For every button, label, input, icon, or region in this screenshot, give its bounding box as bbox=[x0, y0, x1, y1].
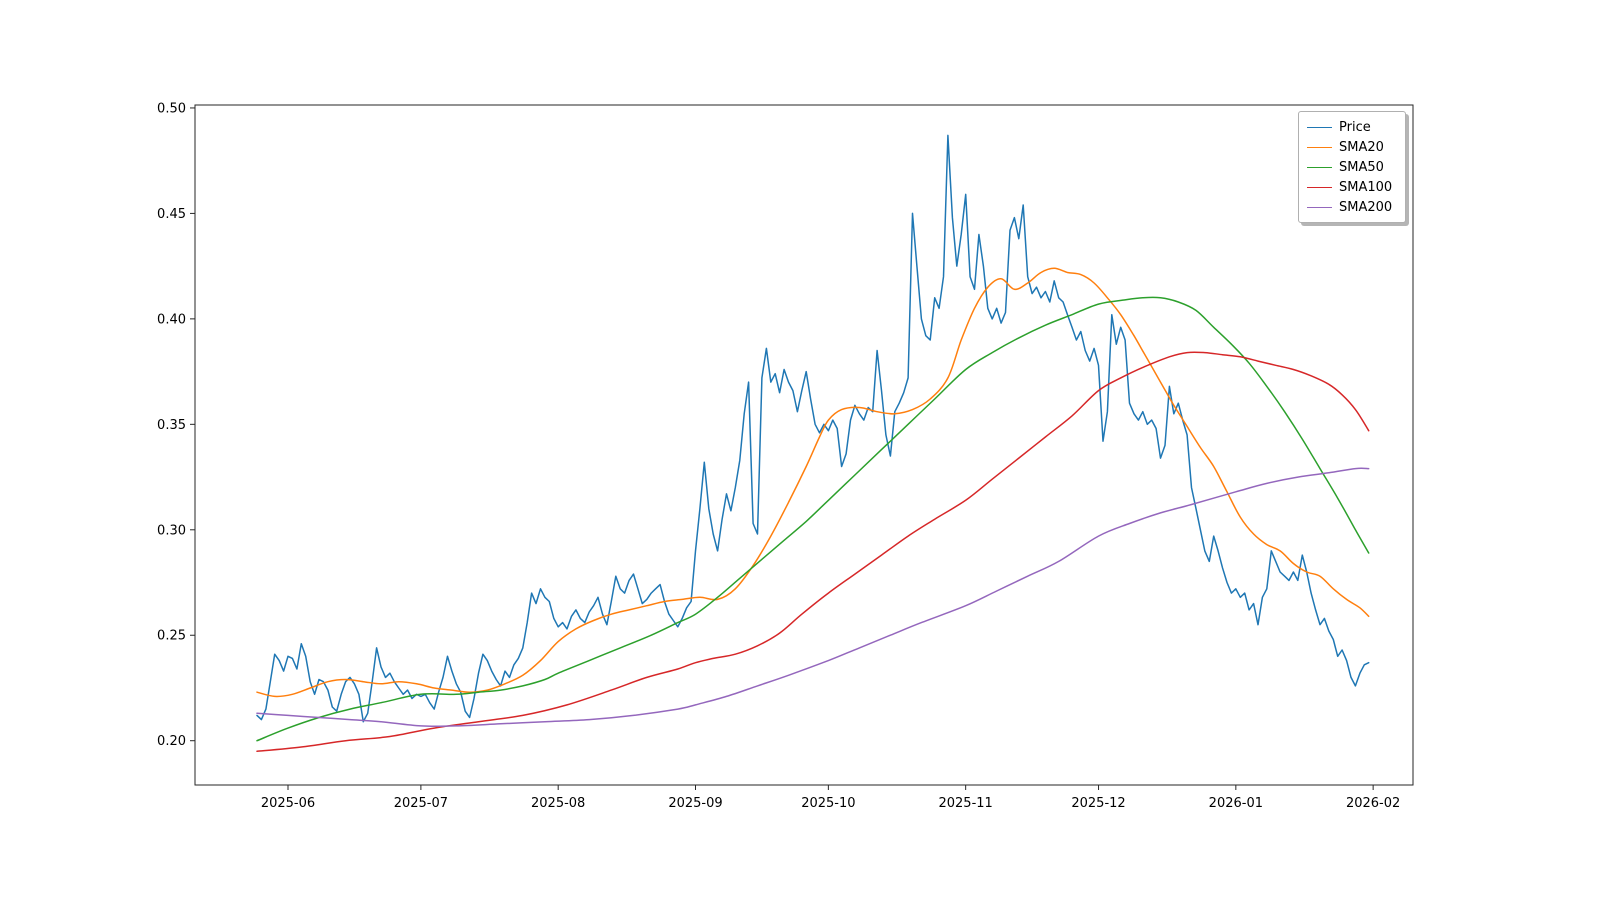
y-tick-label: 0.45 bbox=[157, 207, 186, 222]
legend-label-sma200: SMA200 bbox=[1339, 199, 1393, 215]
legend-label-price: Price bbox=[1339, 119, 1371, 135]
legend-item-sma200: SMA200 bbox=[1307, 197, 1397, 217]
x-tick-label: 2025-12 bbox=[1071, 796, 1125, 811]
y-tick-label: 0.25 bbox=[157, 629, 186, 644]
series-line-sma50 bbox=[256, 296, 1370, 742]
legend-item-sma100: SMA100 bbox=[1307, 177, 1397, 197]
x-tick-label: 2025-09 bbox=[668, 796, 722, 811]
legend-line-swatch-sma200 bbox=[1307, 206, 1332, 208]
series-line-sma20 bbox=[256, 267, 1370, 698]
legend-line-swatch-sma50 bbox=[1307, 166, 1332, 168]
x-tick-label: 2025-07 bbox=[394, 796, 448, 811]
series-line-sma200 bbox=[256, 467, 1370, 728]
chart-legend: Price SMA20 SMA50 SMA100 SMA200 bbox=[1298, 111, 1406, 223]
y-tick-label: 0.35 bbox=[157, 418, 186, 433]
x-tick-label: 2025-10 bbox=[801, 796, 855, 811]
y-tick-label: 0.40 bbox=[157, 312, 186, 327]
legend-item-sma50: SMA50 bbox=[1307, 157, 1397, 177]
legend-label-sma20: SMA20 bbox=[1339, 139, 1384, 155]
legend-label-sma100: SMA100 bbox=[1339, 179, 1393, 195]
y-tick-label: 0.20 bbox=[157, 734, 186, 749]
x-tick-label: 2025-08 bbox=[531, 796, 585, 811]
legend-item-price: Price bbox=[1307, 117, 1397, 137]
y-tick-label: 0.30 bbox=[157, 523, 186, 538]
y-tick-label: 0.50 bbox=[157, 101, 186, 116]
series-line-sma100 bbox=[256, 351, 1370, 753]
x-tick-label: 2026-02 bbox=[1346, 796, 1400, 811]
legend-line-swatch-sma20 bbox=[1307, 146, 1332, 148]
x-tick-label: 2025-06 bbox=[261, 796, 315, 811]
series-line-price bbox=[256, 134, 1370, 723]
axes-spines bbox=[194, 104, 1414, 786]
x-tick-label: 2026-01 bbox=[1209, 796, 1263, 811]
legend-line-swatch-price bbox=[1307, 126, 1332, 128]
legend-label-sma50: SMA50 bbox=[1339, 159, 1384, 175]
legend-line-swatch-sma100 bbox=[1307, 186, 1332, 188]
x-tick-label: 2025-11 bbox=[938, 796, 992, 811]
legend-item-sma20: SMA20 bbox=[1307, 137, 1397, 157]
